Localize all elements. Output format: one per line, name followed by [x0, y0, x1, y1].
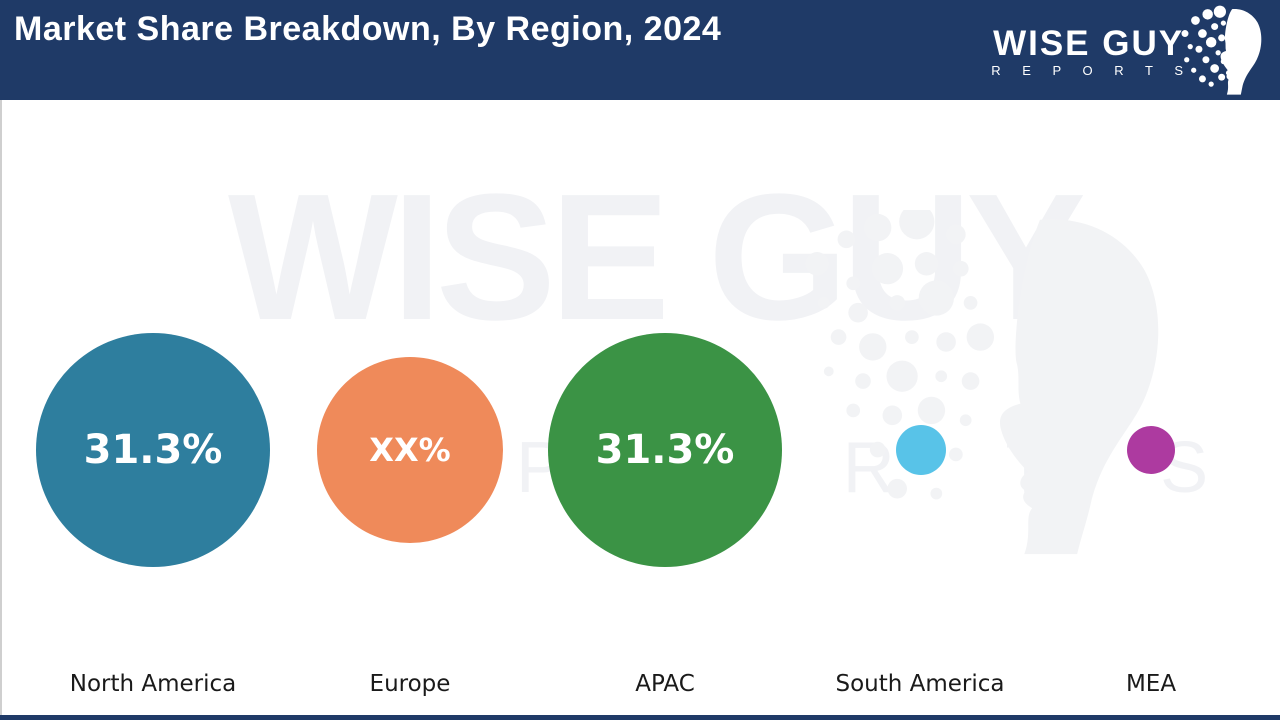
- bubble-value-label: XX%: [369, 431, 451, 469]
- logo: WISE GUY R E P O R T S: [985, 4, 1274, 98]
- logo-reports: R E P O R T S: [991, 62, 1192, 78]
- category-label-mea: MEA: [1125, 671, 1177, 697]
- category-label-north-america: North America: [69, 671, 237, 697]
- wiseguy-head-icon: [1181, 5, 1262, 95]
- category-label-south-america: South America: [835, 671, 1005, 697]
- category-label-apac: APAC: [635, 671, 695, 697]
- header: Market Share Breakdown, By Region, 2024 …: [0, 0, 1280, 100]
- bubble-value-label: 31.3%: [83, 427, 223, 473]
- logo-wordmark: WISE GUY: [993, 23, 1185, 63]
- bubble-europe: XX%: [317, 357, 503, 543]
- bubble-chart: 31.3% XX% 31.3%: [0, 100, 1280, 715]
- bubble-north-america: 31.3%: [36, 333, 270, 567]
- bubble-south-america: [896, 425, 946, 475]
- page-title: Market Share Breakdown, By Region, 2024: [14, 10, 722, 48]
- category-label-europe: Europe: [369, 671, 451, 697]
- bubble-apac: 31.3%: [548, 333, 782, 567]
- bubble-mea: [1127, 426, 1175, 474]
- footer-bar: [0, 715, 1280, 720]
- bubble-value-label: 31.3%: [595, 427, 735, 473]
- chart-left-edge-line: [0, 100, 2, 715]
